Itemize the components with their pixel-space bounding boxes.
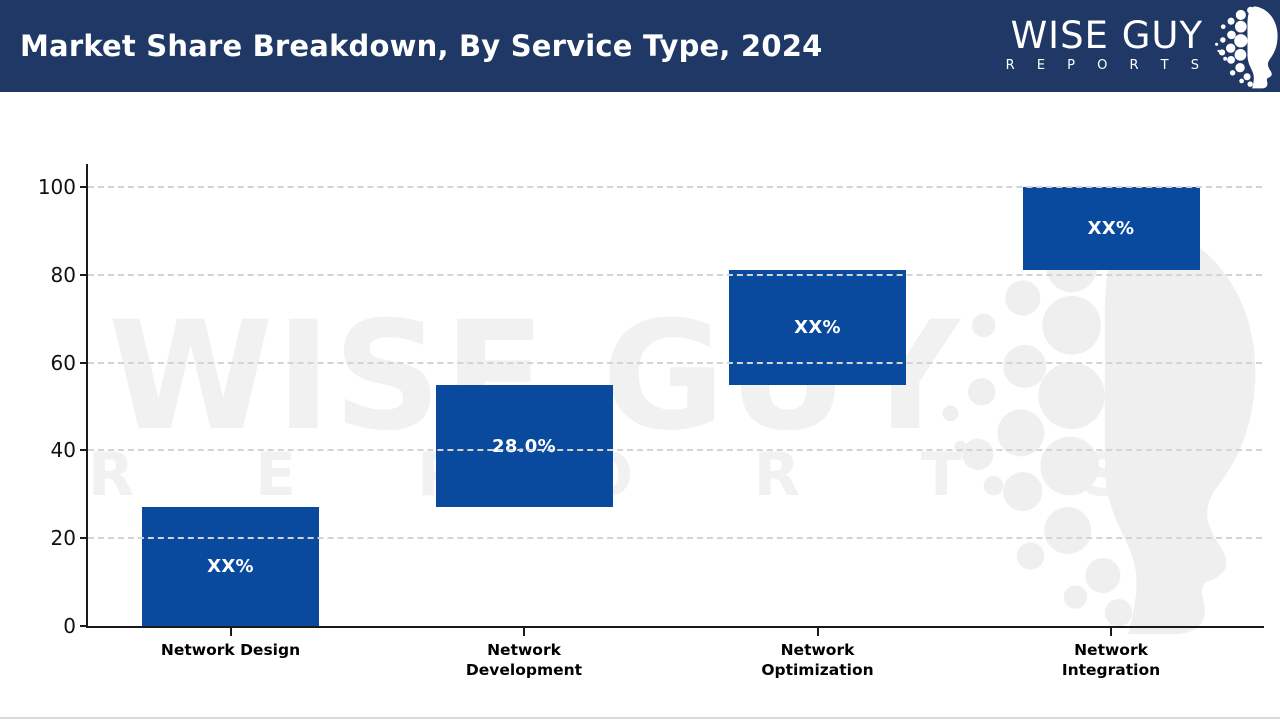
- wiseguy-logo: WISE GUY R E P O R T S: [1006, 0, 1280, 92]
- bar-value-label: XX%: [1087, 218, 1135, 240]
- gridline-20: [88, 537, 1262, 540]
- x-category-label-line: Network: [780, 641, 855, 659]
- waterfall-chart: WISE GUY R E P O R T S 0 20 40 60 80 100 XX% Ne…: [0, 92, 1280, 718]
- bar-value-label: 28.0%: [492, 435, 556, 457]
- y-tick-label-20: 20: [50, 526, 76, 551]
- x-tick-mark-1: [523, 628, 525, 636]
- bar-value-label: XX%: [794, 316, 841, 338]
- gridline-40: [88, 449, 1262, 452]
- wiseguy-logo-wordmark: WISE GUY: [1010, 14, 1204, 57]
- x-category-label-line: Integration: [1061, 661, 1161, 679]
- x-tick-mark-3: [1110, 628, 1112, 636]
- y-axis-line: [86, 164, 88, 628]
- x-category-label-line: Optimization: [761, 661, 874, 679]
- y-tick-mark-60: [80, 361, 88, 364]
- bottom-divider: [0, 717, 1280, 719]
- y-tick-mark-100: [80, 186, 88, 188]
- y-tick-mark-80: [80, 273, 88, 276]
- y-tick-label-0: 0: [63, 614, 76, 638]
- wiseguy-logo-subtitle: R E P O R T S: [1005, 58, 1208, 73]
- y-tick-label-100: 100: [37, 175, 76, 199]
- watermark-head-icon: [942, 223, 1256, 635]
- x-category-label: Network Optimization: [708, 640, 928, 680]
- x-category-label-line: Network: [1074, 641, 1148, 659]
- gridline-80: [88, 273, 1262, 276]
- bar-network-development: 28.0%: [435, 384, 613, 508]
- x-tick-mark-0: [229, 628, 232, 636]
- x-category-label-line: Network Design: [160, 641, 301, 659]
- x-tick-mark-2: [816, 628, 819, 636]
- x-axis-line: [86, 626, 1264, 628]
- y-tick-mark-20: [80, 537, 88, 540]
- x-category-label: Network Integration: [1001, 640, 1221, 680]
- y-tick-mark-40: [80, 449, 88, 452]
- page-title: Market Share Breakdown, By Service Type,…: [20, 29, 823, 63]
- x-category-label-line: Development: [465, 661, 583, 679]
- header-bar: Market Share Breakdown, By Service Type,…: [0, 0, 1280, 92]
- y-tick-label-80: 80: [50, 262, 76, 287]
- bar-network-optimization: XX%: [729, 270, 906, 385]
- y-tick-label-40: 40: [50, 438, 76, 463]
- bar-value-label: XX%: [207, 556, 254, 578]
- wiseguy-logo-text: WISE GUY R E P O R T S: [1006, 16, 1208, 74]
- x-category-label: Network Development: [414, 640, 634, 680]
- gridline-100: [88, 186, 1262, 188]
- bar-network-design: XX%: [142, 507, 319, 626]
- gridline-60: [88, 361, 1262, 364]
- y-tick-label-60: 60: [50, 350, 76, 375]
- bar-network-integration: XX%: [1022, 187, 1200, 271]
- x-category-label: Network Design: [121, 640, 341, 660]
- wiseguy-head-icon: [1215, 6, 1278, 89]
- y-tick-mark-0: [80, 625, 88, 627]
- x-category-label-line: Network: [487, 641, 561, 659]
